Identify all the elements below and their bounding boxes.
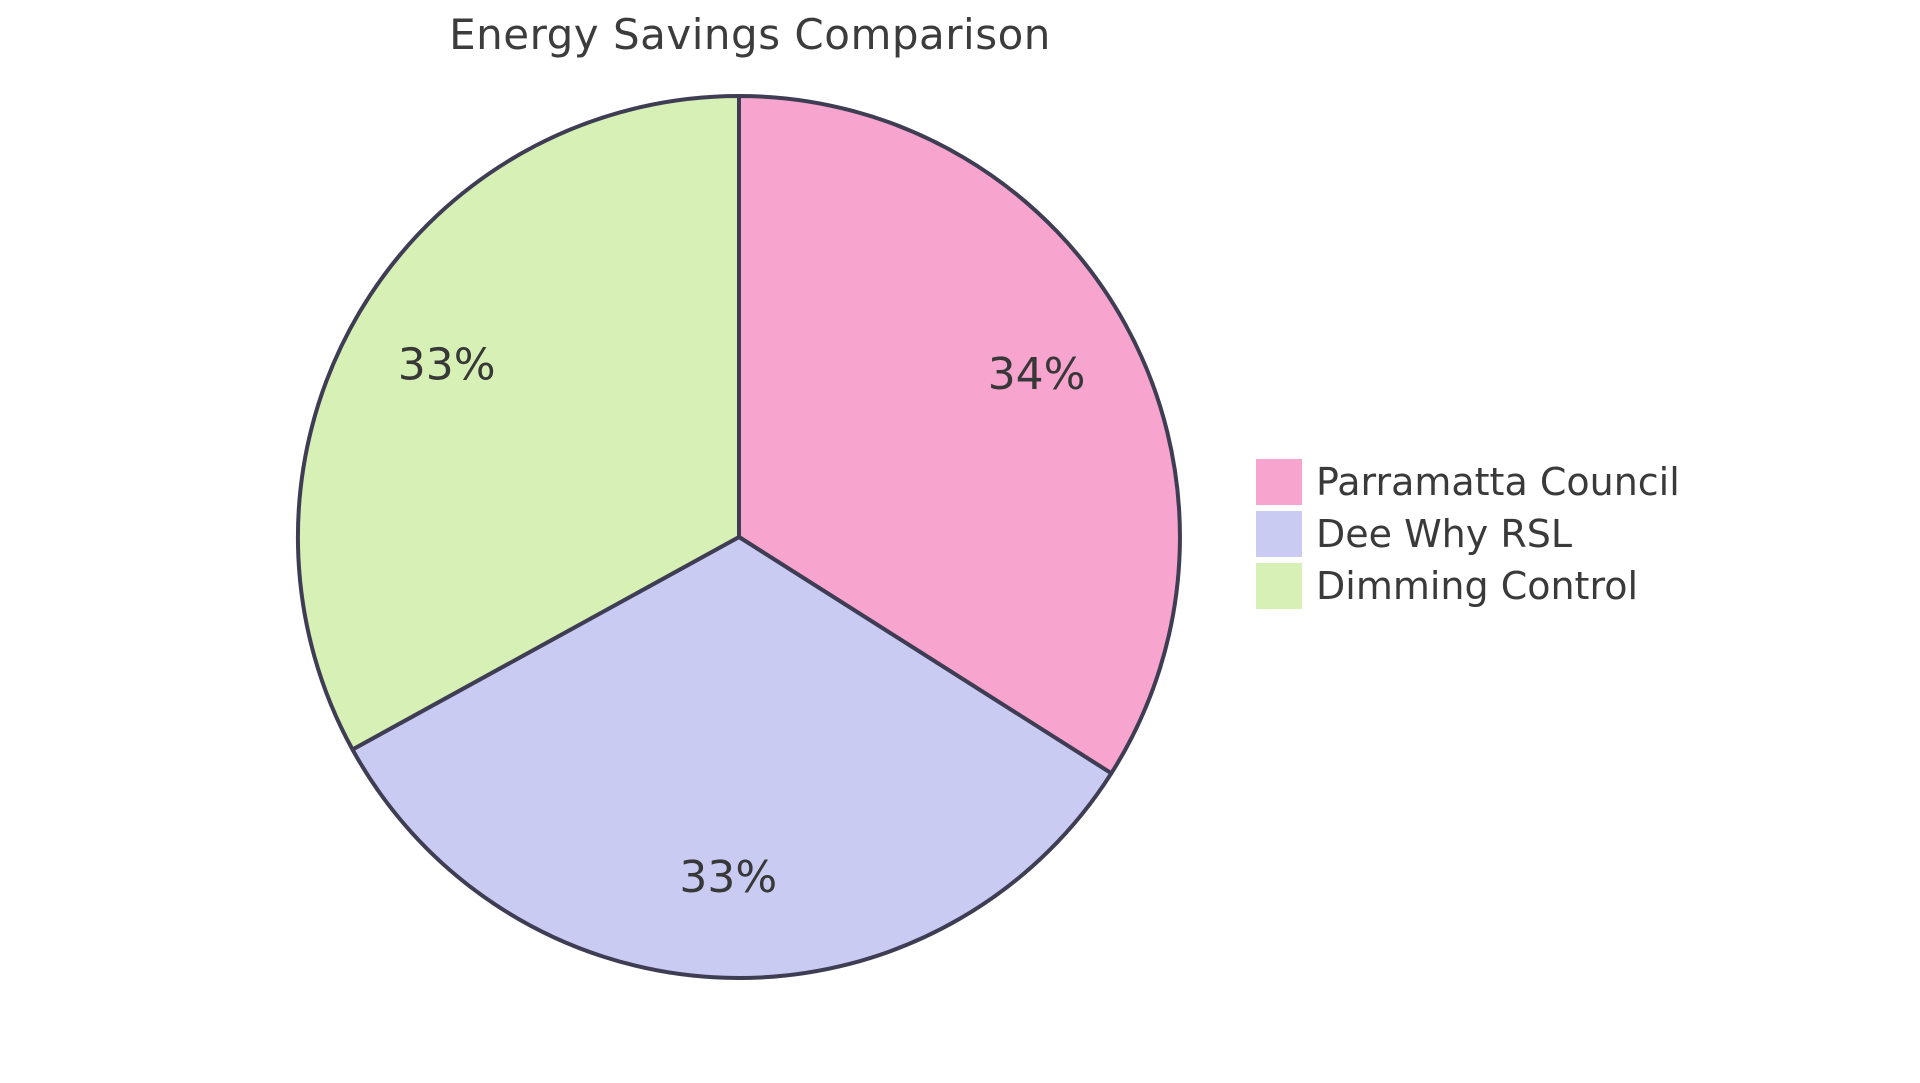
- legend-label: Parramatta Council: [1316, 460, 1680, 504]
- legend-item-dee-why-rsl[interactable]: Dee Why RSL: [1256, 511, 1680, 557]
- legend: Parramatta Council Dee Why RSL Dimming C…: [1256, 459, 1680, 615]
- legend-swatch-icon: [1256, 511, 1302, 557]
- pie-slice-label-0: 34%: [988, 349, 1086, 400]
- legend-label: Dee Why RSL: [1316, 512, 1573, 556]
- legend-swatch-icon: [1256, 563, 1302, 609]
- pie-slice-label-2: 33%: [398, 340, 496, 391]
- legend-label: Dimming Control: [1316, 564, 1639, 608]
- chart-title: Energy Savings Comparison: [449, 10, 1051, 59]
- pie-slice-2[interactable]: [295, 94, 741, 752]
- legend-swatch-icon: [1256, 459, 1302, 505]
- pie-slice-0[interactable]: [737, 94, 1182, 776]
- pie-slice-label-1: 33%: [679, 852, 777, 903]
- legend-item-parramatta-council[interactable]: Parramatta Council: [1256, 459, 1680, 505]
- legend-item-dimming-control[interactable]: Dimming Control: [1256, 563, 1680, 609]
